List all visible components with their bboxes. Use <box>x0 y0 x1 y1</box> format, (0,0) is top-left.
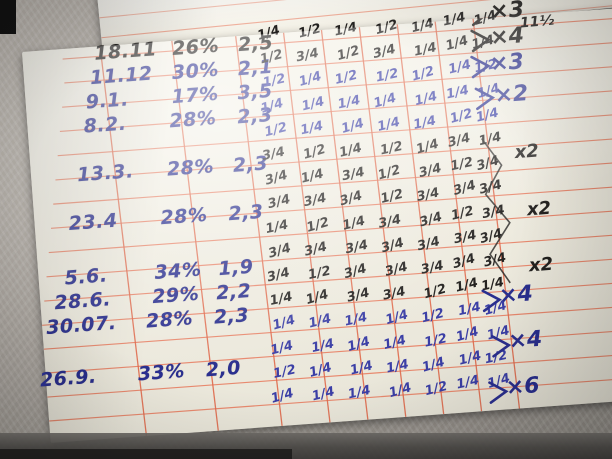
photo-corner-shadow <box>0 0 16 34</box>
paper-sheet-main: 18.11 26% 2,5 11.12 30% 2,1 9.1. 17% 3,5… <box>22 0 612 443</box>
desk-edge-dark-band <box>0 449 292 459</box>
multiplier-brackets <box>470 5 512 404</box>
multiplier-annotations: ×3 ×4 ×3 ×2 x2 x2 x2 ×4 ×4 ×6 <box>22 0 612 443</box>
